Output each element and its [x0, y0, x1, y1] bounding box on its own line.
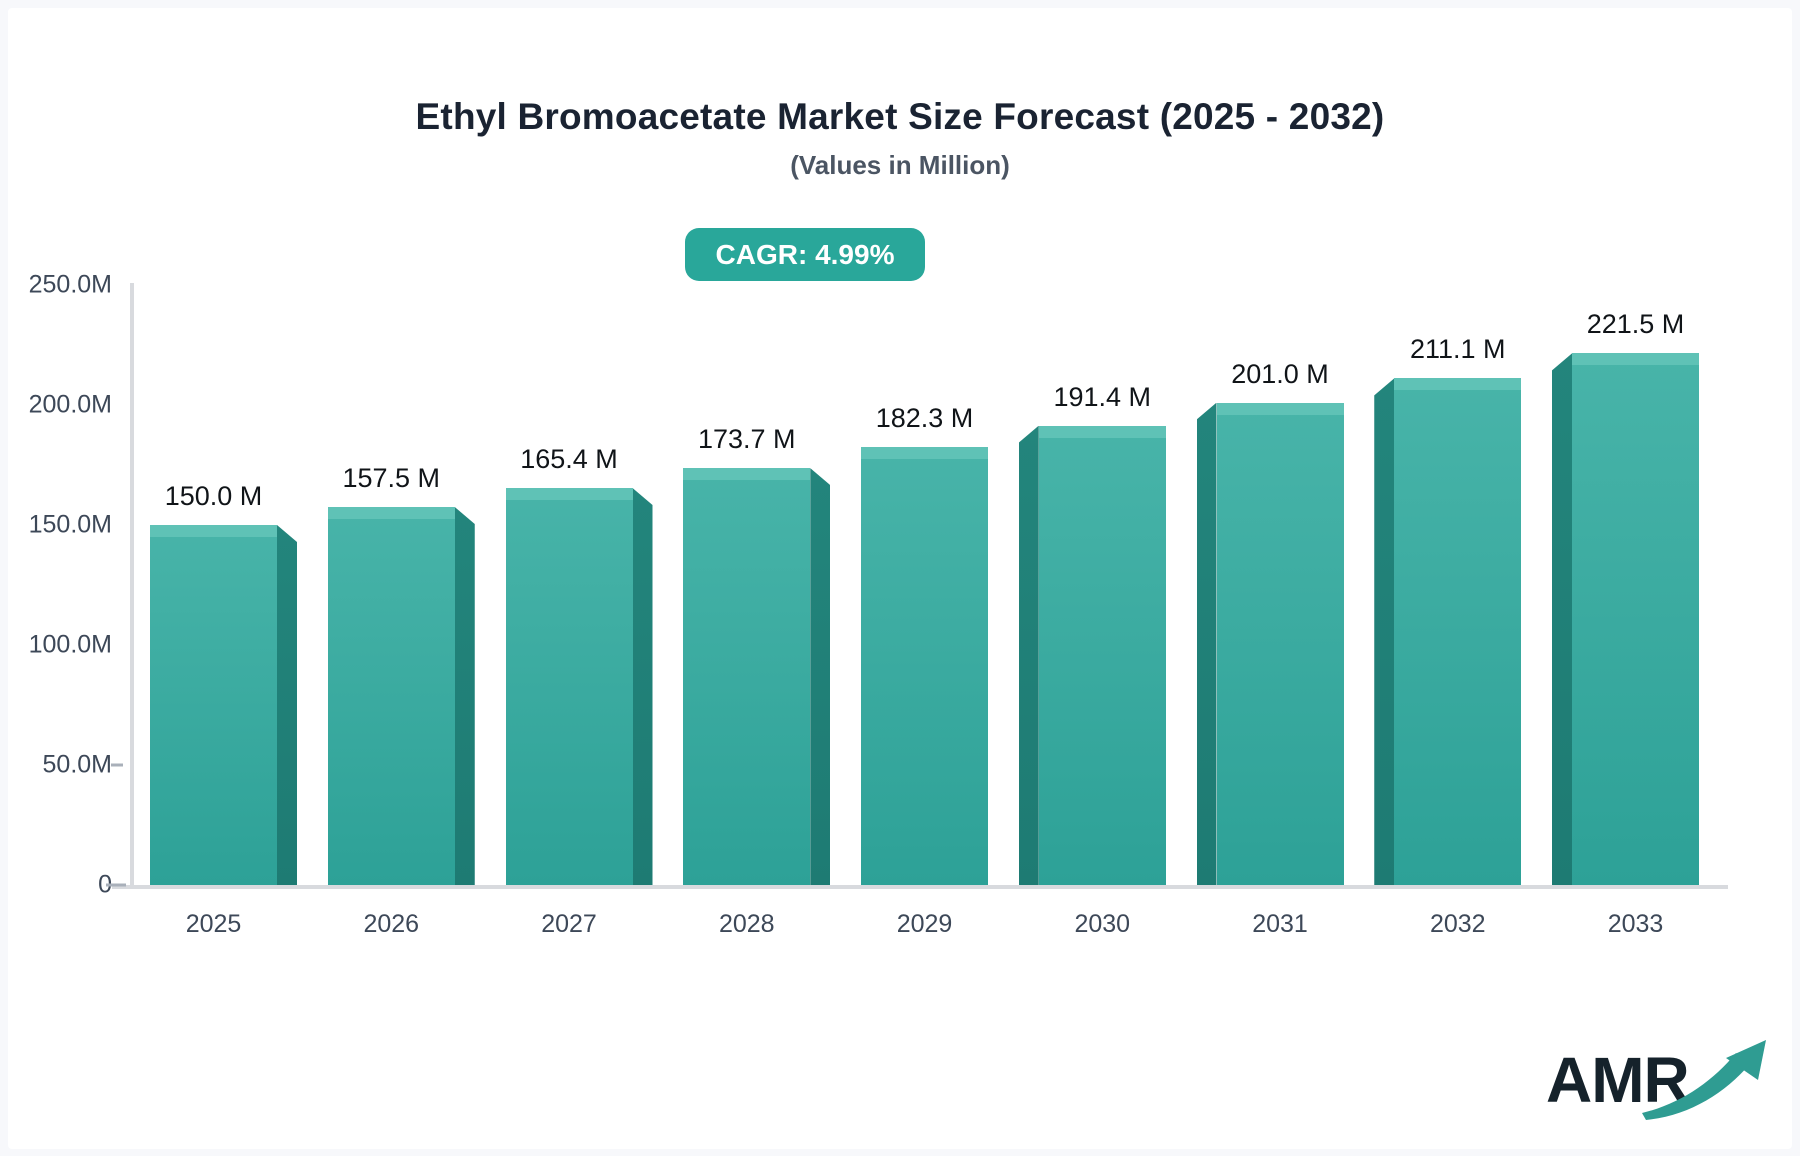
bar-value-label: 150.0 M	[164, 481, 263, 511]
bar-side-face	[1552, 353, 1572, 885]
bar-value-label: 211.1 M	[1409, 334, 1506, 365]
bar-top-face	[1216, 402, 1344, 415]
bar	[1038, 425, 1166, 885]
bar-side-face	[1018, 425, 1039, 885]
bar	[683, 468, 811, 885]
bar-value-label: 221.5 M	[1586, 309, 1685, 340]
y-tick-mark	[106, 883, 126, 887]
bar-side-face	[454, 507, 475, 885]
bar	[861, 447, 988, 885]
cagr-badge: CAGR: 4.99%	[685, 228, 925, 281]
bar-side-face	[277, 525, 297, 885]
x-axis-line	[112, 885, 1728, 889]
bar-side-face	[632, 488, 653, 885]
bar-value-label: 165.4 M	[520, 444, 618, 475]
chart-subtitle: (Values in Million)	[790, 150, 1010, 180]
bar	[505, 488, 633, 885]
bar-top-face	[861, 447, 988, 460]
amr-logo-arrow-icon	[1642, 1053, 1750, 1120]
x-tick-label: 2029	[896, 910, 953, 938]
bar-side-face	[810, 468, 831, 885]
x-tick-label: 2028	[718, 910, 775, 938]
y-tick-label: 200.0M	[28, 390, 112, 419]
bar-value-label: 191.4 M	[1053, 381, 1152, 412]
y-tick-label: 150.0M	[28, 510, 112, 539]
bar-side-face	[1374, 378, 1395, 885]
bar-top-face	[150, 525, 277, 537]
bar-value-label: 173.7 M	[697, 424, 796, 455]
chart-title: Ethyl Bromoacetate Market Size Forecast …	[415, 96, 1385, 137]
x-tick-label: 2026	[363, 910, 420, 938]
bar	[1572, 353, 1699, 885]
y-tick-label: 250.0M	[28, 270, 112, 299]
y-axis-line	[130, 283, 134, 887]
bar-top-face	[683, 468, 811, 481]
bar-top-face	[1394, 378, 1522, 391]
bar	[150, 525, 277, 885]
bar-value-label: 201.0 M	[1231, 358, 1329, 389]
x-tick-label: 2027	[541, 910, 597, 938]
bar	[327, 507, 455, 885]
bar-side-face	[1196, 402, 1217, 885]
bar-top-face	[327, 507, 455, 519]
bar	[1394, 378, 1522, 885]
amr-logo-text: AMR	[1546, 1044, 1689, 1116]
x-tick-label: 2030	[1074, 910, 1131, 938]
bar-top-face	[1038, 425, 1166, 438]
bar-top-face	[1572, 353, 1699, 366]
y-tick-label: 50.0M	[42, 750, 112, 779]
bar	[1216, 402, 1344, 885]
y-tick-label: 0	[12, 871, 112, 900]
y-tick-mark	[111, 763, 123, 767]
bar-top-face	[505, 488, 633, 501]
bar-value-label: 182.3 M	[875, 403, 974, 434]
x-tick-label: 2033	[1607, 910, 1664, 938]
amr-logo: AMR	[1546, 1040, 1766, 1120]
x-tick-label: 2031	[1252, 910, 1308, 938]
y-tick-label: 100.0M	[28, 630, 112, 659]
bar-value-label: 157.5 M	[342, 463, 441, 493]
x-tick-label: 2025	[185, 910, 242, 938]
x-tick-label: 2032	[1429, 910, 1486, 938]
